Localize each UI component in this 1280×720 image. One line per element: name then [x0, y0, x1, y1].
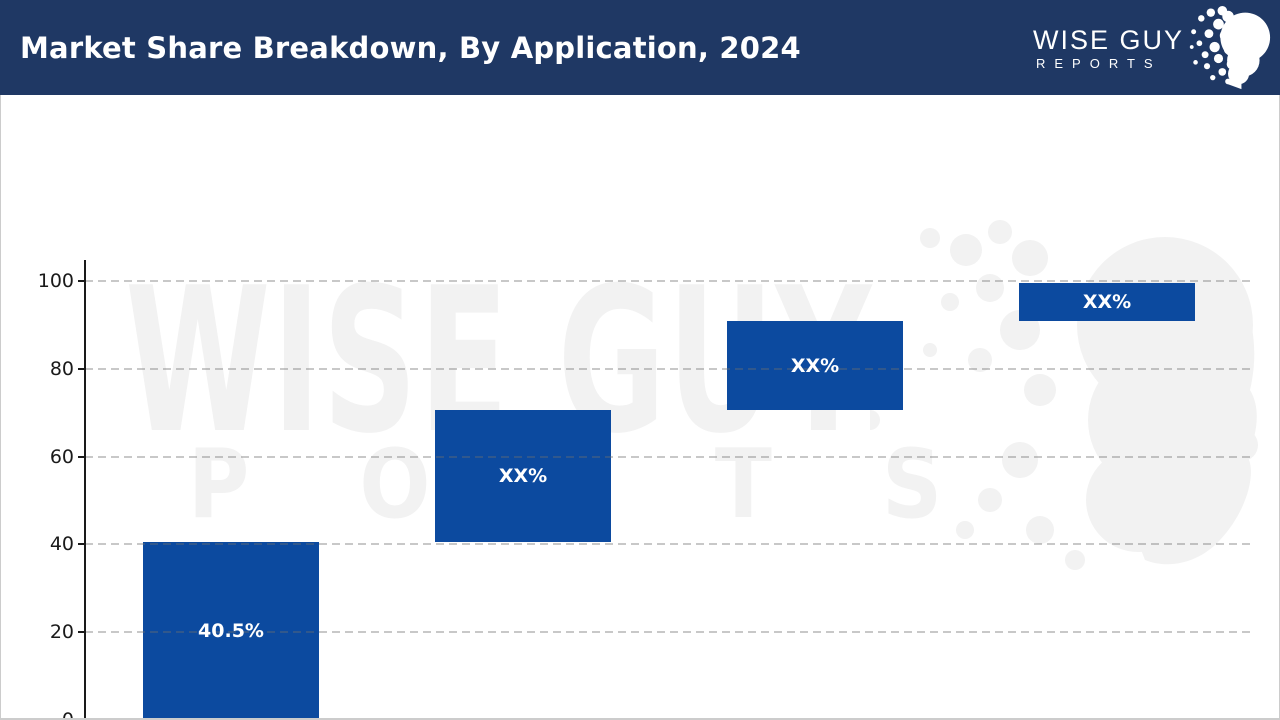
market-share-chart: 40.5%XX%XX%XX% 020406080100BeveragesFood… [0, 95, 1280, 720]
logo-text: WISE GUY REPORTS [1033, 25, 1184, 71]
y-tick-label-40: 40 [49, 533, 74, 556]
logo-head-icon [1189, 5, 1271, 90]
gridline-100 [85, 280, 1253, 282]
gridline-60 [85, 455, 1253, 458]
y-tick-80 [78, 367, 85, 370]
y-tick-label-20: 20 [49, 621, 74, 644]
wise-guy-logo: WISE GUY REPORTS [1033, 4, 1272, 92]
y-tick-label-60: 60 [49, 445, 74, 468]
logo-subtitle: REPORTS [1035, 56, 1162, 71]
y-tick-40 [78, 543, 85, 546]
y-tick-100 [78, 280, 85, 282]
gridline-20 [85, 631, 1253, 634]
y-axis-line [84, 260, 86, 720]
bar-pharmaceuticals [727, 320, 903, 411]
watermark-head-icon [870, 220, 1258, 570]
header-bar: Market Share Breakdown, By Application, … [0, 0, 1280, 95]
y-tick-60 [78, 455, 85, 458]
logo-wordmark: WISE GUY [1032, 25, 1184, 55]
y-tick-label-0: 0 [61, 709, 74, 720]
gridline-40 [85, 543, 1253, 546]
bar-value-label: XX% [498, 464, 548, 487]
y-tick-label-80: 80 [49, 357, 74, 380]
bar-value-label: 40.5% [198, 620, 264, 643]
bar-value-label: XX% [790, 354, 840, 377]
page-title: Market Share Breakdown, By Application, … [20, 30, 801, 65]
y-tick-label-100: 100 [37, 270, 74, 292]
bar-food-products [435, 410, 611, 542]
bar-personal-care-products [1019, 283, 1195, 321]
y-tick-20 [78, 631, 85, 634]
bar-value-label: XX% [1082, 291, 1132, 314]
page-border-bottom [0, 718, 1280, 720]
gridline-80 [85, 367, 1253, 370]
page-border-left [0, 95, 1, 720]
bar-beverages [143, 542, 319, 720]
